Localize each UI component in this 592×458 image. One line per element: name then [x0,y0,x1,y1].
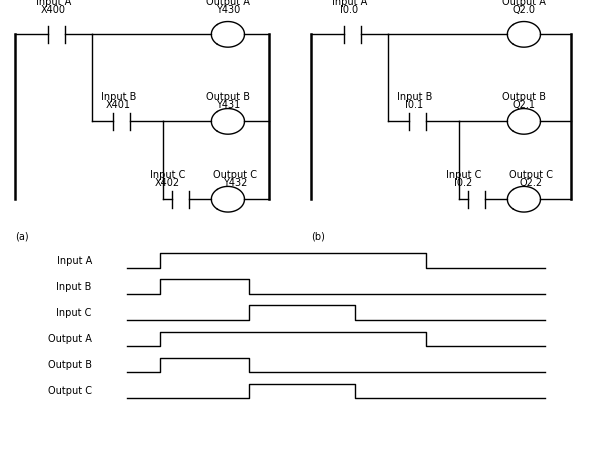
Text: Output B: Output B [48,360,92,370]
Text: (b): (b) [311,231,324,241]
Text: Input C: Input C [446,170,481,180]
Text: X401: X401 [106,100,131,110]
Text: Output C: Output C [213,170,257,180]
Text: Input C: Input C [56,308,92,318]
Text: Input B: Input B [56,282,92,292]
Text: Q2.2: Q2.2 [519,178,543,188]
Text: Output A: Output A [502,0,546,7]
Text: I0.0: I0.0 [340,5,358,15]
Text: Y432: Y432 [223,178,247,188]
Text: Input B: Input B [397,92,432,102]
Text: Q2.0: Q2.0 [513,5,535,15]
Text: Input B: Input B [101,92,136,102]
Text: Input A: Input A [56,256,92,266]
Text: I0.1: I0.1 [406,100,423,110]
Text: Output C: Output C [509,170,553,180]
Text: X402: X402 [155,178,180,188]
Text: X400: X400 [41,5,66,15]
Text: Input A: Input A [36,0,71,7]
Text: Input C: Input C [150,170,185,180]
Text: I0.2: I0.2 [455,178,472,188]
Text: Y431: Y431 [216,100,240,110]
Text: Output A: Output A [206,0,250,7]
Text: Output C: Output C [48,386,92,396]
Text: Output A: Output A [48,334,92,344]
Text: Y430: Y430 [216,5,240,15]
Text: Input A: Input A [332,0,367,7]
Text: (a): (a) [15,231,28,241]
Text: Q2.1: Q2.1 [513,100,535,110]
Text: Output B: Output B [502,92,546,102]
Text: Output B: Output B [206,92,250,102]
